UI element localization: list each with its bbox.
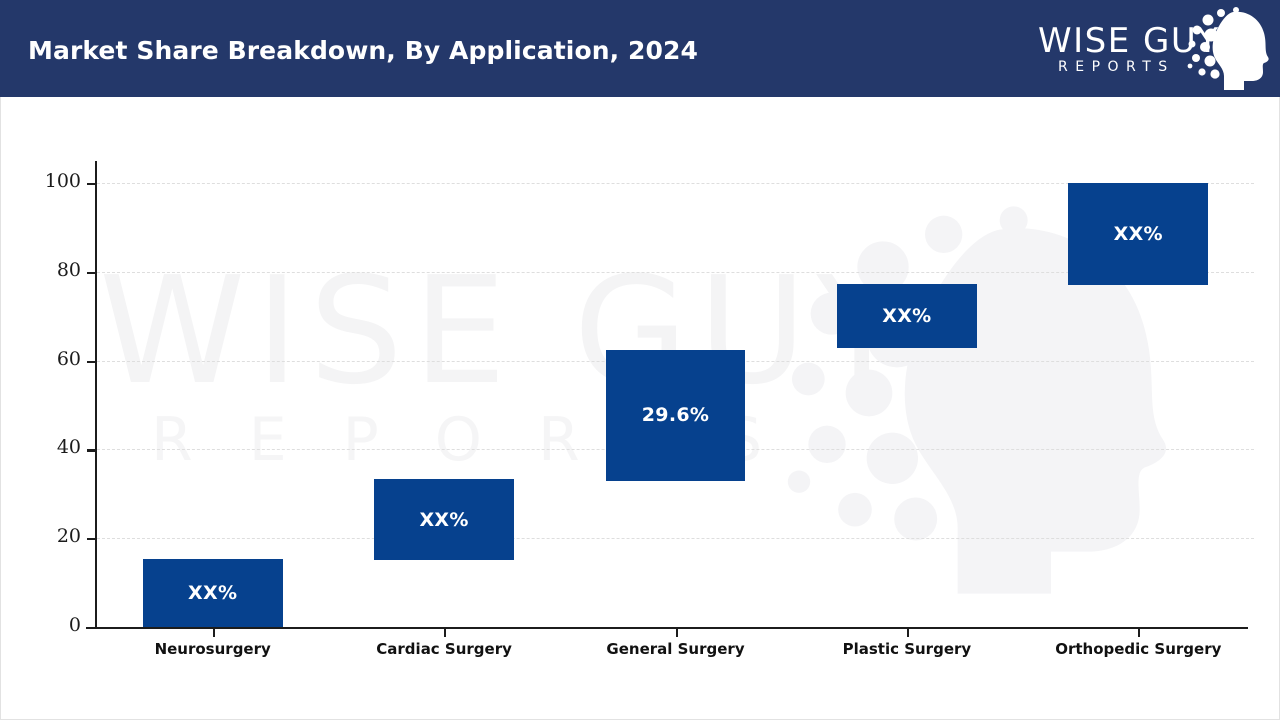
x-axis-line: [86, 627, 1248, 630]
gridline-y-20: [97, 538, 1254, 540]
head-profile-icon: [1187, 7, 1269, 90]
gridline-y-100: [97, 183, 1254, 184]
bar-value-label: XX%: [1113, 223, 1163, 246]
y-tick-mark-40: [87, 449, 96, 452]
bar-plastic-surgery[interactable]: XX%: [836, 284, 977, 349]
y-tick-mark-100: [87, 183, 96, 186]
bar-general-surgery[interactable]: 29.6%: [605, 349, 746, 481]
x-tick-label-plastic-surgery: Plastic Surgery: [842, 640, 972, 658]
y-tick-mark-20: [87, 538, 96, 541]
x-tick-mark: [444, 628, 447, 637]
x-tick-label-orthopedic-surgery: Orthopedic Surgery: [1055, 640, 1222, 658]
x-tick-mark: [212, 628, 215, 637]
x-tick-label-neurosurgery: Neurosurgery: [154, 640, 271, 658]
y-tick-label: 80: [56, 258, 81, 281]
y-tick-mark-60: [87, 360, 96, 363]
y-tick-label: 40: [56, 436, 81, 459]
x-tick-label-general-surgery: General Surgery: [606, 640, 745, 658]
y-tick-label: 60: [56, 347, 81, 370]
logo-main-text: WISE GUY: [1038, 21, 1220, 61]
logo-sub-text: REPORTS: [1058, 59, 1175, 75]
y-tick-label: 0: [68, 614, 81, 636]
bar-orthopedic-surgery[interactable]: XX%: [1068, 183, 1209, 286]
bar-cardiac-surgery[interactable]: XX%: [374, 479, 515, 560]
y-tick-mark-80: [87, 271, 96, 274]
page-header: Market Share Breakdown, By Application, …: [0, 0, 1280, 97]
gridline-y-80: [97, 271, 1254, 273]
brand-logo: WISE GUY REPORTS: [1024, 4, 1274, 94]
x-tick-mark: [1138, 628, 1141, 637]
bar-value-label: 29.6%: [641, 404, 710, 427]
y-axis-line: [95, 161, 98, 629]
x-tick-mark: [675, 628, 678, 637]
bar-neurosurgery[interactable]: XX%: [142, 559, 283, 627]
y-tick-label: 20: [56, 525, 81, 548]
page-title: Market Share Breakdown, By Application, …: [28, 36, 699, 65]
chart-container: WISE GUY REPORTS: [0, 97, 1280, 720]
y-tick-mark-0: [87, 627, 96, 630]
bar-value-label: XX%: [188, 582, 238, 605]
plot-area: 0 20 40 60 80 100 XX% Neurosurgery XX% Cardiac Su…: [1, 97, 1279, 718]
bar-value-label: XX%: [882, 305, 932, 328]
y-tick-label: 100: [44, 170, 81, 192]
x-tick-label-cardiac-surgery: Cardiac Surgery: [376, 640, 512, 658]
x-tick-mark: [906, 628, 909, 637]
bar-value-label: XX%: [419, 508, 469, 531]
